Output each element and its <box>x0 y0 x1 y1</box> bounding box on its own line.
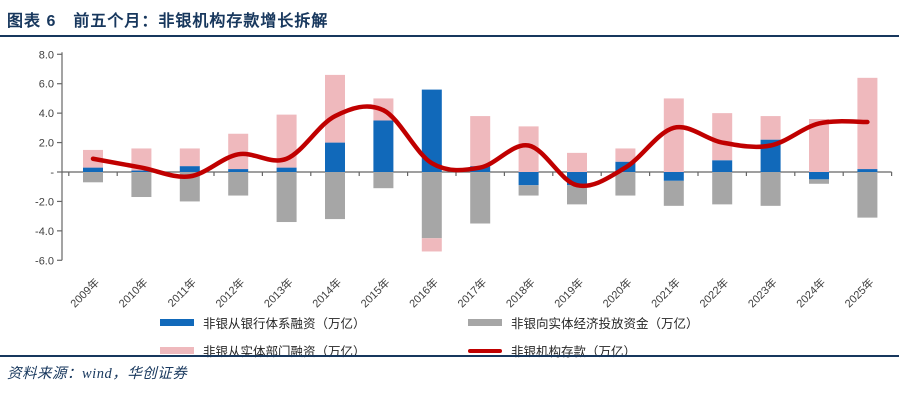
bar-segment <box>857 169 878 172</box>
legend-swatch-red-line <box>468 348 502 353</box>
x-tick-label: 2022年 <box>696 275 731 310</box>
deposit-line-path <box>90 104 870 189</box>
bar-segment <box>276 167 297 172</box>
bar-segment <box>663 172 684 181</box>
x-tick-label: 2010年 <box>116 275 151 310</box>
bar-segment <box>809 119 829 172</box>
bar-segment <box>325 172 345 220</box>
x-tick-label: 2018年 <box>503 275 538 310</box>
bar-segment <box>276 172 297 223</box>
x-tick-label: 2017年 <box>454 275 489 310</box>
bar-segment <box>712 172 733 205</box>
legend-item-funds-to-real-economy: 非银向实体经济投放资金（万亿） <box>468 313 699 332</box>
bar-segment <box>325 142 345 172</box>
x-tick-label: 2009年 <box>67 275 102 310</box>
bar-segment <box>518 126 539 172</box>
legend-swatch-pink-bar <box>160 347 194 354</box>
y-tick-label: -4.0 <box>35 226 54 238</box>
x-tick-label: 2019年 <box>551 275 586 310</box>
deposit-decomposition-chart: 8.0 6.0 4.0 2.0 - -2.0 -4.0 -6.0 2009年 2010年 2011年… <box>35 49 893 310</box>
bar-segment <box>518 185 539 196</box>
x-tick-label: 2014年 <box>309 275 344 310</box>
bar-segment <box>567 152 587 172</box>
y-tick-label: 2.0 <box>39 138 54 150</box>
x-tick-label: 2023年 <box>745 275 780 310</box>
bar-segment <box>470 116 491 167</box>
x-tick-label: 2013年 <box>261 275 296 310</box>
x-tick-label: 2011年 <box>165 275 199 309</box>
y-tick-label: 4.0 <box>39 108 54 120</box>
bar-segment <box>83 167 103 172</box>
y-tick-label: -2.0 <box>35 196 54 208</box>
figure-title: 图表 6 前五个月：非银机构存款增长拆解 <box>7 13 329 30</box>
bar-segment <box>809 179 829 184</box>
x-tick-label: 2012年 <box>212 275 247 310</box>
legend-swatch-gray-bar <box>468 319 502 326</box>
bar-segment <box>615 172 636 196</box>
chart-legend: 非银从银行体系融资（万亿） 非银向实体经济投放资金（万亿） 非银从实体部门融资（… <box>160 313 699 360</box>
bar-segment <box>179 172 200 202</box>
bar-segment <box>567 185 587 205</box>
bar-segment <box>760 172 781 206</box>
bar-segment <box>809 172 829 180</box>
bar-segment <box>228 133 249 170</box>
bar-segment <box>131 172 152 198</box>
bar-segment <box>83 172 103 183</box>
y-tick-label: 8.0 <box>39 49 54 61</box>
bar-segment <box>760 116 781 140</box>
bar-segment <box>228 169 249 172</box>
bar-segment <box>470 172 491 224</box>
legend-item-nonbank-deposits: 非银机构存款（万亿） <box>468 341 699 360</box>
bar-segment <box>421 238 442 252</box>
bar-segment <box>228 172 249 196</box>
x-tick-label: 2021年 <box>648 275 683 310</box>
bar-segment <box>615 148 636 162</box>
legend-label: 非银向实体经济投放资金（万亿） <box>511 317 699 331</box>
bar-segment <box>373 172 394 189</box>
title-divider <box>0 35 899 37</box>
bar-segment <box>421 172 442 239</box>
y-tick-label: 6.0 <box>39 79 54 91</box>
x-tick-label: 2016年 <box>406 275 441 310</box>
bar-segment <box>712 113 733 161</box>
bar-segment <box>179 166 200 172</box>
bar-segment <box>663 180 684 206</box>
chart-area: 8.0 6.0 4.0 2.0 - -2.0 -4.0 -6.0 2009年 2010年 2011年… <box>0 40 899 310</box>
legend-label: 非银从银行体系融资（万亿） <box>203 317 366 331</box>
bar-segment <box>131 170 152 172</box>
y-tick-label: -6.0 <box>35 255 54 267</box>
bar-segment <box>179 148 200 167</box>
data-source-note: 资料来源：wind，华创证券 <box>7 366 188 382</box>
legend-label: 非银从实体部门融资（万亿） <box>203 345 366 359</box>
legend-label: 非银机构存款（万亿） <box>511 345 637 359</box>
bar-segment <box>712 160 733 172</box>
x-tick-label: 2015年 <box>358 275 393 310</box>
x-tick-label: 2025年 <box>842 275 877 310</box>
x-tick-label: 2024年 <box>793 275 828 310</box>
x-tick-label: 2020年 <box>600 275 635 310</box>
footer-divider <box>0 355 899 357</box>
bar-segment <box>857 172 878 218</box>
bar-segment <box>373 120 394 172</box>
y-tick-label: - <box>50 167 54 179</box>
legend-item-bank-financing: 非银从银行体系融资（万亿） <box>160 313 468 332</box>
bar-segment <box>421 89 442 172</box>
bar-segment <box>325 74 345 143</box>
legend-item-real-sector-financing: 非银从实体部门融资（万亿） <box>160 341 468 360</box>
bar-segment <box>518 172 539 186</box>
bar-segment <box>663 98 684 172</box>
legend-swatch-blue-bar <box>160 319 194 326</box>
